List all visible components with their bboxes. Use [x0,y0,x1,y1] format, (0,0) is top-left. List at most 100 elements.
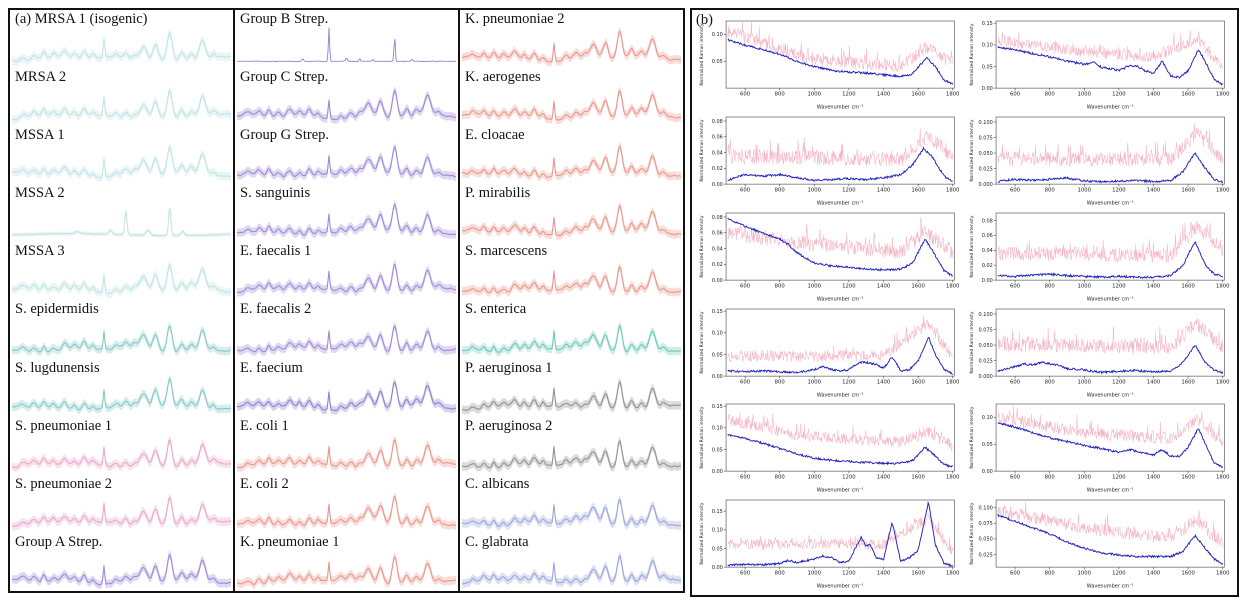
spectrum-trace [11,493,232,531]
x-tick-label: 800 [1044,187,1055,193]
y-axis-label: Normalized Raman intensity [969,215,975,278]
raman-subplot-canvas: 600 800 1000 1200 1400 1600 1800 0.00 0.05 0.10 0.… [699,499,960,590]
spectrum-row: MSSA 3 [10,242,233,300]
spectrum-row: S. enterica [460,300,683,358]
x-tick-label: 1600 [911,571,925,577]
x-axis-label: Wavenumber cm⁻¹ [817,584,864,590]
y-axis-label: Normalized Raman intensity [699,215,705,278]
x-tick-label: 1600 [911,379,925,385]
x-tick-label: 1600 [1181,283,1195,289]
x-axis-label: Wavenumber cm⁻¹ [1086,392,1133,398]
y-tick-label: 0.10 [712,426,723,432]
raman-subplot: 600 800 1000 1200 1400 1600 1800 0.025 0.050 0.07… [964,495,1234,591]
organism-label: E. faecalis 1 [240,243,312,260]
x-tick-label: 600 [740,475,751,481]
y-axis-label: Normalized Raman intensity [969,502,975,565]
x-tick-label: 600 [1010,475,1021,481]
x-tick-label: 1000 [808,475,822,481]
smoothed-spectrum-line [727,501,954,568]
y-tick-label: 0.05 [712,59,723,65]
x-tick-label: 1400 [1146,379,1160,385]
y-tick-label: 0.04 [712,246,723,252]
x-tick-label: 800 [775,571,786,577]
spectrum-trace [461,263,682,298]
y-tick-label: 0.00 [981,86,992,92]
raman-subplot: 600 800 1000 1200 1400 1600 1800 0.00 0.05 0.10 0.… [964,16,1234,112]
y-tick-label: 0.06 [712,230,723,236]
x-tick-label: 600 [740,187,751,193]
x-tick-label: 1000 [808,283,822,289]
spectrum-row: C. albicans [460,475,683,533]
x-tick-label: 600 [1010,283,1021,289]
x-tick-label: 1200 [1112,283,1126,289]
spectrum-trace [461,436,682,472]
raman-subplot: 600 800 1000 1200 1400 1600 1800 0.00 0.02 0.04 0.… [694,112,964,208]
y-tick-label: 0.025 [978,553,992,559]
spectrum-trace [236,260,457,298]
x-tick-label: 1400 [877,379,891,385]
raman-subplot: 600 800 1000 1200 1400 1600 1800 0.05 0.10 Normal… [694,16,964,112]
spectrum-row: S. marcescens [460,242,683,300]
x-tick-label: 1000 [1077,283,1091,289]
spectrum-row: Group A Strep. [10,533,233,591]
raman-subplot-canvas: 600 800 1000 1200 1400 1600 1800 0.00 0.02 0.04 0.… [699,116,960,206]
spectrum-row: E. faecalis 2 [235,300,458,358]
x-tick-label: 1200 [842,571,856,577]
x-tick-label: 1600 [911,187,925,193]
x-tick-label: 1800 [1215,283,1229,289]
raw-spectrum-line [996,30,1223,69]
spectrum-row: P. mirabilis [460,184,683,242]
spectrum-row: K. pneumoniae 2 [460,10,683,68]
raman-subplot-canvas: 600 800 1000 1200 1400 1600 1800 0.00 0.02 0.04 0.… [699,212,960,302]
y-axis-label: Normalized Raman intensity [969,311,975,374]
y-tick-label: 0.15 [712,509,723,515]
raman-subplot-canvas: 600 800 1000 1200 1400 1600 1800 0.00 0.05 0.10 0.… [699,308,960,398]
x-tick-label: 1800 [946,92,960,98]
spectrum-trace [461,495,682,531]
y-tick-label: 0.00 [712,373,723,379]
x-tick-label: 1800 [946,571,960,577]
x-tick-label: 1400 [877,187,891,193]
x-tick-label: 1400 [877,92,891,98]
y-tick-label: 0.00 [981,278,992,284]
x-tick-label: 1200 [842,92,856,98]
raw-spectrum-line [996,501,1223,548]
y-tick-label: 0.000 [978,182,992,188]
spectrum-trace [236,435,457,473]
y-tick-label: 0.075 [978,135,992,141]
raman-subplot-canvas: 600 800 1000 1200 1400 1600 1800 0.000 0.025 0.05… [969,308,1230,398]
x-tick-label: 600 [740,571,751,577]
x-tick-label: 1400 [877,283,891,289]
organism-label: Group A Strep. [15,533,103,550]
y-axis-label: Normalized Raman intensity [969,23,975,86]
x-tick-label: 1200 [1112,475,1126,481]
spectrum-trace [461,321,682,357]
x-tick-label: 1200 [1112,92,1126,98]
y-tick-label: 0.100 [978,505,992,511]
organism-label: E. cloacae [465,127,525,144]
y-tick-label: 0.00 [712,278,723,284]
y-tick-label: 0.05 [712,546,723,552]
smoothed-spectrum-line [996,514,1223,565]
x-tick-label: 1800 [946,187,960,193]
y-tick-label: 0.10 [981,416,992,422]
x-tick-label: 1600 [911,92,925,98]
spectrum-trace [12,206,231,239]
y-axis-label: Normalized Raman intensity [699,502,705,565]
y-tick-label: 0.100 [978,311,992,317]
panel-a-column-3: K. pneumoniae 2 K. aerogenes E. cloacae P. … [458,8,685,593]
x-tick-label: 800 [775,379,786,385]
raman-subplot: 600 800 1000 1200 1400 1600 1800 0.00 0.05 0.10 No… [964,399,1234,495]
organism-label: MRSA 2 [15,69,67,86]
spectrum-row: S. pneumoniae 2 [10,475,233,533]
y-tick-label: 0.05 [981,64,992,70]
raw-spectrum-line [996,406,1223,447]
raman-subplot-canvas: 600 800 1000 1200 1400 1600 1800 0.05 0.10 Normal… [699,20,960,111]
x-tick-label: 800 [1044,475,1055,481]
y-tick-label: 0.02 [712,166,723,172]
x-tick-label: 1400 [877,571,891,577]
x-tick-label: 600 [1010,379,1021,385]
spectrum-trace [11,435,232,472]
spectrum-row: Group B Strep. [235,10,458,68]
smoothed-spectrum-line [996,344,1223,375]
